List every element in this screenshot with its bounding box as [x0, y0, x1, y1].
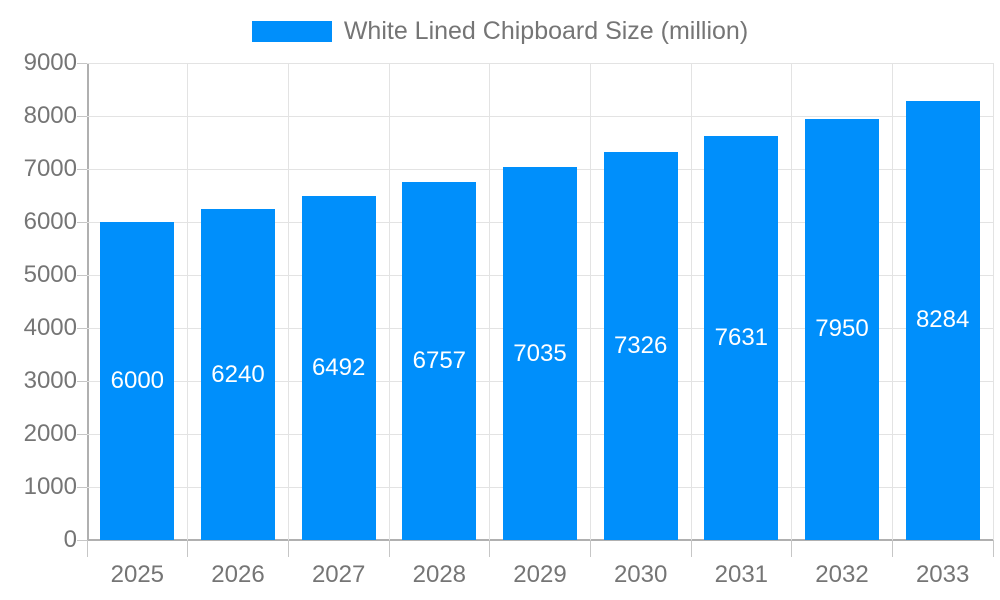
y-axis-tick [77, 539, 87, 541]
y-tick-label: 7000 [23, 155, 77, 182]
x-gridline [791, 63, 793, 540]
x-axis-tick [992, 540, 994, 557]
x-gridline [891, 63, 893, 540]
legend: White Lined Chipboard Size (million) [0, 14, 1000, 48]
bar-value-label: 6240 [211, 360, 265, 388]
y-tick-label: 1000 [23, 473, 77, 500]
y-axis-tick [77, 433, 87, 435]
x-gridline [489, 63, 491, 540]
bar-value-label: 7326 [613, 331, 668, 359]
x-axis-tick [791, 540, 793, 557]
x-axis-line [87, 539, 993, 541]
y-tick-label: 2000 [23, 420, 77, 447]
y-tick-label: 4000 [23, 314, 77, 341]
x-axis-tick [589, 540, 591, 557]
x-axis-tick [690, 540, 692, 557]
x-gridline [690, 63, 692, 540]
bar-value-label: 6492 [311, 353, 366, 381]
plot-area: 6000 6240 6492 6757 7035 7326 7631 7950 8284 [77, 62, 994, 557]
bar: 7631 [704, 135, 779, 540]
x-gridline [992, 63, 994, 540]
y-axis-tick [77, 221, 87, 223]
y-tick-label: 5000 [23, 261, 77, 288]
y-axis-line [87, 63, 89, 540]
bar: 6000 [100, 222, 175, 540]
y-axis-tick [77, 62, 87, 64]
x-tick-label: 2030 [613, 561, 668, 588]
bar-value-label: 7631 [714, 323, 769, 351]
y-axis-tick [77, 486, 87, 488]
y-tick-label: 9000 [23, 49, 77, 76]
y-tick-label: 8000 [23, 102, 77, 129]
x-gridline [388, 63, 390, 540]
bar-value-label: 7035 [513, 339, 567, 367]
bar: 6240 [201, 209, 275, 540]
bar-value-label: 6000 [110, 367, 165, 394]
bar: 6757 [402, 181, 477, 540]
x-tick-label: 2032 [815, 561, 869, 588]
x-tick-label: 2033 [915, 561, 970, 588]
x-tick-label: 2027 [311, 561, 366, 588]
y-axis-tick [77, 380, 87, 382]
bar: 8284 [905, 100, 980, 540]
x-axis-tick [187, 540, 189, 557]
y-tick-label: 3000 [23, 367, 77, 394]
y-gridline [87, 62, 993, 64]
bar: 6492 [301, 195, 376, 540]
x-tick-label: 2028 [412, 561, 467, 588]
legend-swatch [251, 20, 332, 42]
x-gridline [589, 63, 591, 540]
x-axis-tick [891, 540, 893, 557]
bar: 7035 [503, 167, 577, 540]
y-tick-label: 6000 [23, 208, 77, 235]
x-axis-tick [86, 540, 88, 557]
x-axis-tick [287, 540, 289, 557]
x-tick-label: 2031 [714, 561, 769, 588]
y-axis-tick [77, 274, 87, 276]
bar: 7326 [603, 151, 678, 540]
x-tick-label: 2026 [211, 561, 265, 588]
bar: 7950 [805, 118, 879, 540]
x-gridline [287, 63, 289, 540]
x-axis-tick [489, 540, 491, 557]
y-axis-tick [77, 327, 87, 329]
bar-value-label: 7950 [815, 315, 869, 343]
y-gridline [87, 115, 993, 117]
bar-value-label: 6757 [412, 346, 467, 374]
x-tick-label: 2029 [513, 561, 567, 588]
y-tick-label: 0 [63, 526, 77, 553]
x-axis-tick [388, 540, 390, 557]
bar-value-label: 8284 [915, 306, 970, 334]
y-axis-tick [77, 168, 87, 170]
legend-label: White Lined Chipboard Size (million) [343, 16, 749, 45]
y-axis-tick [77, 115, 87, 117]
x-tick-label: 2025 [110, 561, 165, 588]
x-gridline [187, 63, 189, 540]
